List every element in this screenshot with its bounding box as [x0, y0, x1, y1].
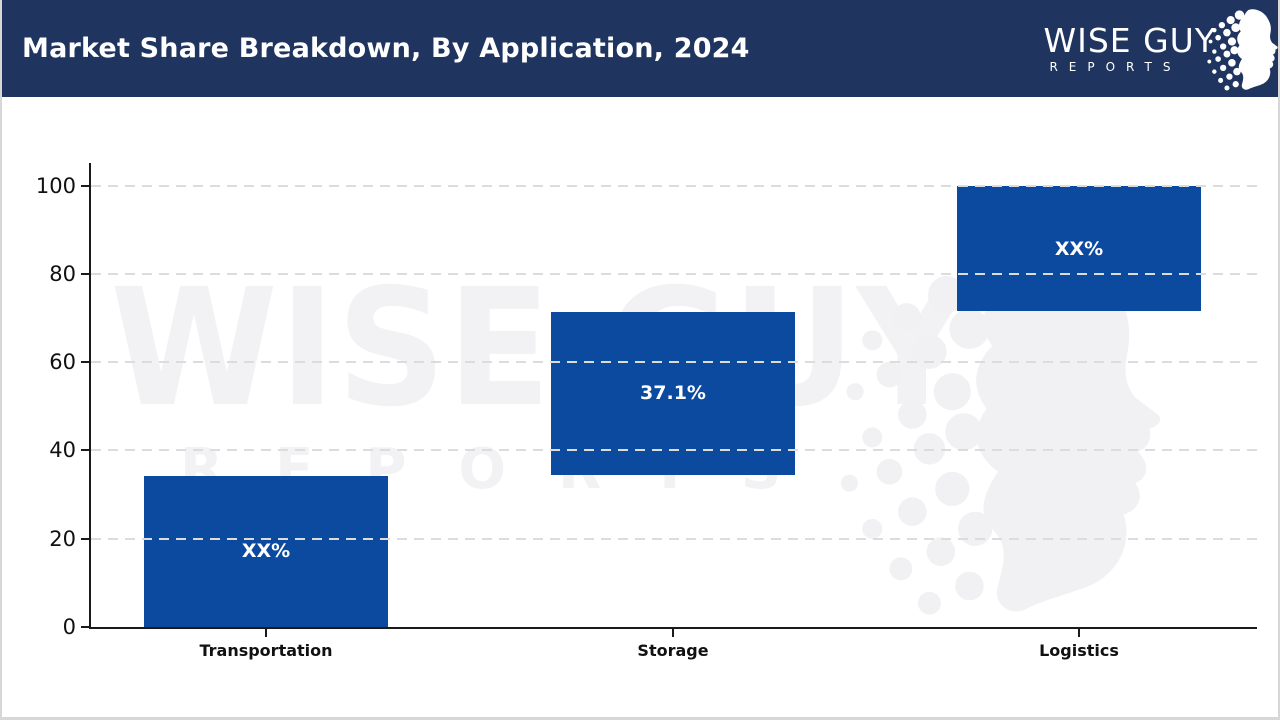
brand-logo-text: WISE GUY REPORTS [1043, 24, 1216, 73]
y-tick-mark [81, 626, 89, 628]
page-title: Market Share Breakdown, By Application, … [22, 33, 750, 64]
watermark-wordmark: WISE GUY [110, 255, 968, 443]
y-gridline [91, 537, 1257, 540]
y-tick-mark [81, 184, 89, 187]
y-tick-mark [81, 537, 89, 540]
x-tick-mark [265, 629, 267, 637]
y-tick-label: 0 [62, 615, 76, 639]
x-category-label: Storage [637, 641, 709, 660]
bar-value-label: XX% [241, 540, 291, 563]
y-gridline [91, 449, 1257, 452]
y-tick-label: 40 [49, 438, 76, 463]
brand-wordmark: WISE GUY [1043, 21, 1216, 60]
y-tick-mark [81, 449, 89, 452]
bar-transportation [144, 475, 388, 627]
x-tick-mark [672, 629, 674, 637]
y-gridline [91, 361, 1257, 364]
x-axis-line [89, 627, 1257, 629]
y-tick-mark [81, 361, 89, 364]
y-gridline [91, 184, 1257, 187]
y-tick-label: 60 [49, 350, 76, 375]
header-bar: Market Share Breakdown, By Application, … [2, 0, 1278, 97]
bar-storage [551, 311, 795, 475]
x-tick-mark [1078, 629, 1080, 637]
bar-value-label: XX% [1054, 237, 1104, 260]
y-tick-label: 20 [49, 526, 76, 551]
y-tick-label: 100 [35, 173, 76, 198]
y-axis-line [89, 163, 91, 629]
x-category-label: Transportation [199, 641, 333, 660]
brand-face-icon [1207, 8, 1278, 90]
y-tick-label: 80 [49, 261, 76, 286]
x-category-label: Logistics [1039, 641, 1119, 660]
brand-logo: WISE GUY REPORTS [1043, 5, 1278, 93]
y-tick-mark [81, 272, 89, 275]
bar-value-label: 37.1% [640, 382, 706, 405]
y-gridline [91, 272, 1257, 275]
brand-subtext: REPORTS [1049, 60, 1182, 74]
